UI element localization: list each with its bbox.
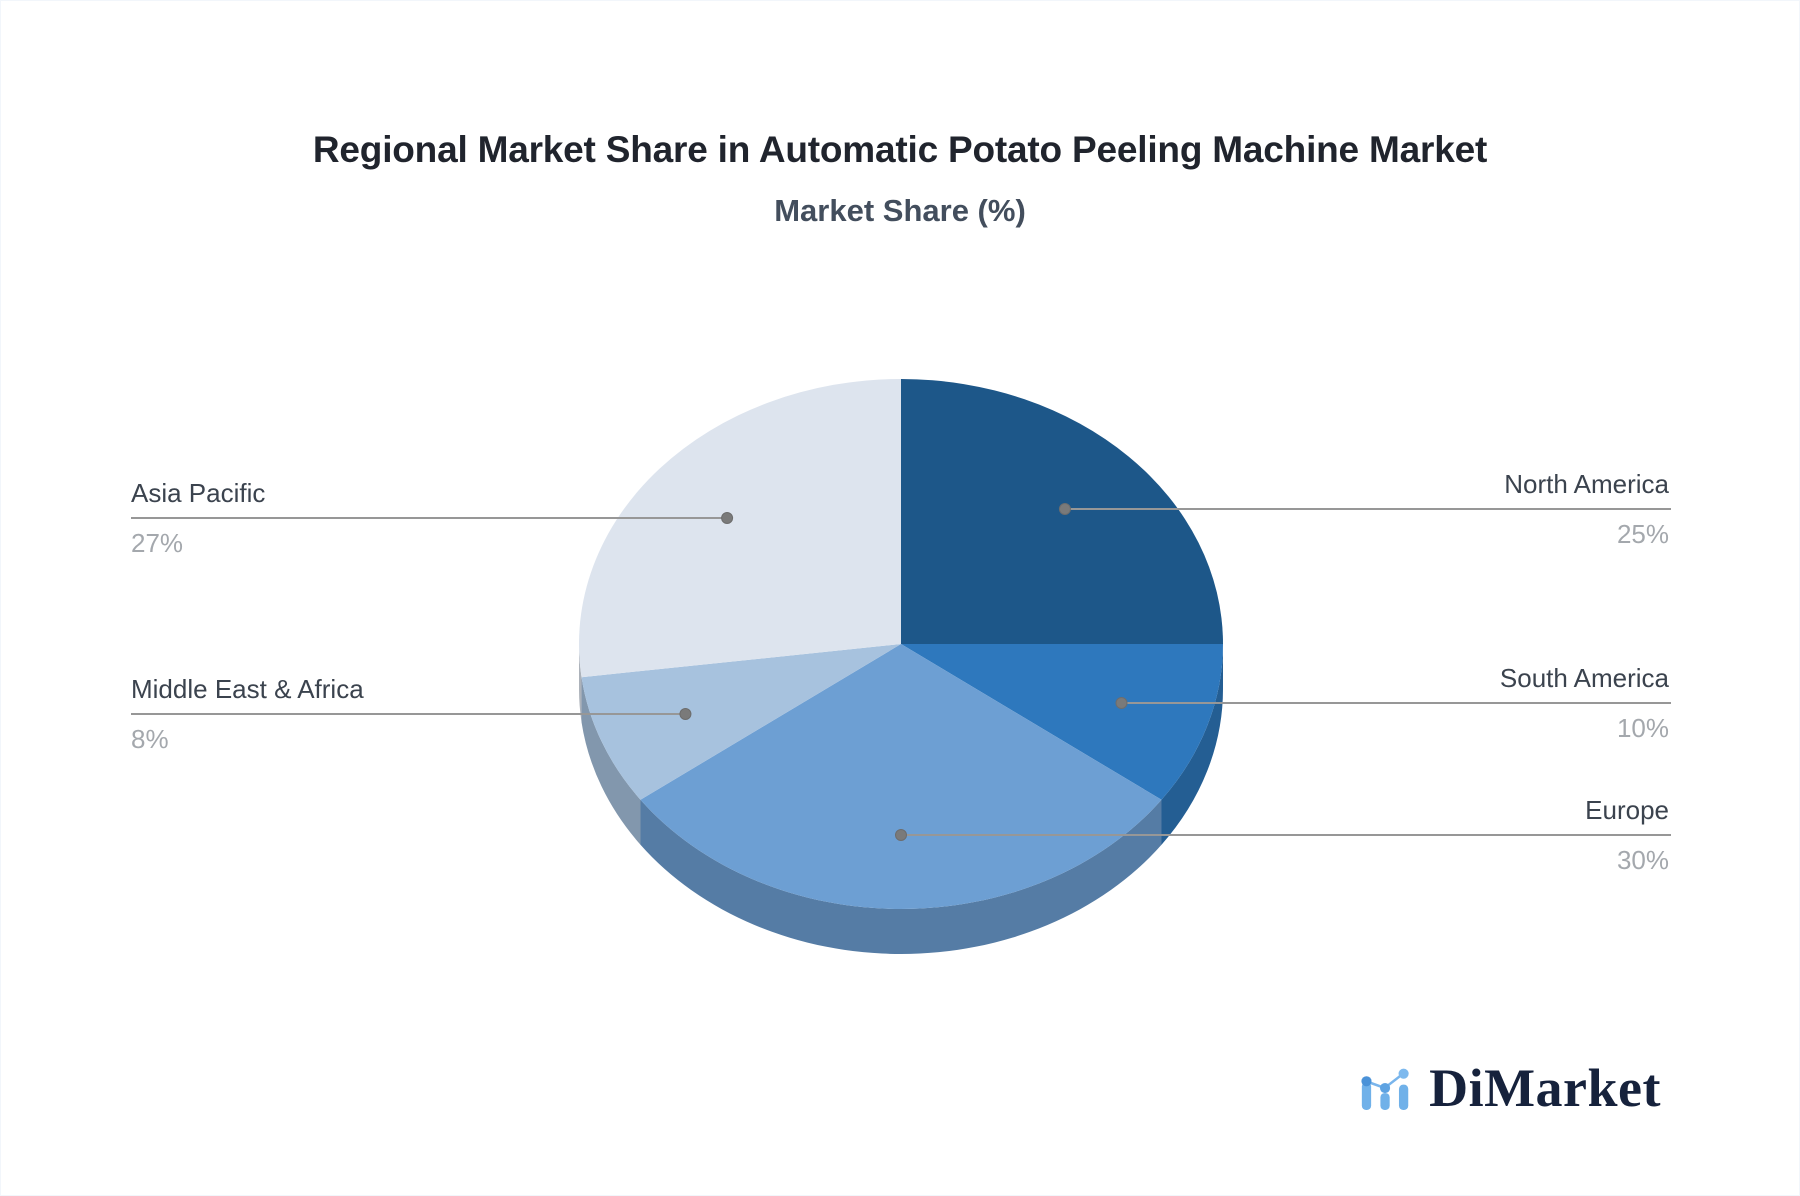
- pie-slice-asia-pacific[interactable]: [579, 379, 901, 678]
- leader-dot: [721, 512, 734, 524]
- slice-value: 27%: [131, 528, 184, 558]
- logo-dot: [1380, 1082, 1391, 1094]
- brand-logo-text: DiMarket: [1429, 1058, 1661, 1118]
- pie-slice-rim: [581, 677, 641, 845]
- leader-dot: [1115, 697, 1128, 709]
- logo-bar: [1361, 1082, 1372, 1110]
- slice-value: 25%: [1616, 519, 1669, 549]
- pie-slice-middle-east-africa[interactable]: [581, 644, 901, 800]
- brand-logo: DiMarket: [1361, 1061, 1661, 1115]
- chart-title: Regional Market Share in Automatic Potat…: [312, 129, 1488, 170]
- slice-label: Middle East & Africa: [131, 674, 364, 704]
- slice-label: South America: [1499, 663, 1669, 693]
- chart-subtitle: Market Share (%): [774, 193, 1026, 228]
- slice-label: Europe: [1585, 795, 1669, 825]
- slice-value: 30%: [1616, 845, 1669, 875]
- slice-value: 8%: [131, 724, 169, 754]
- logo-dot: [1398, 1068, 1409, 1079]
- leader-dot: [679, 708, 692, 720]
- pie-slice-rim: [640, 799, 1162, 954]
- logo-dot: [1361, 1076, 1372, 1087]
- leader-dot: [895, 829, 907, 841]
- brand-logo-icon: [1361, 1068, 1409, 1110]
- slice-label: Asia Pacific: [131, 478, 266, 508]
- slice-label: North America: [1504, 469, 1669, 499]
- logo-bar: [1380, 1093, 1390, 1110]
- pie-slice-europe[interactable]: [640, 644, 1162, 909]
- pie-slice-rim: [579, 644, 582, 723]
- pie-slice-rim: [1161, 644, 1223, 845]
- slice-value: 10%: [1616, 713, 1669, 743]
- pie-slice-south-america[interactable]: [901, 644, 1223, 800]
- logo-bar: [1399, 1084, 1409, 1110]
- leader-dot: [1058, 503, 1071, 515]
